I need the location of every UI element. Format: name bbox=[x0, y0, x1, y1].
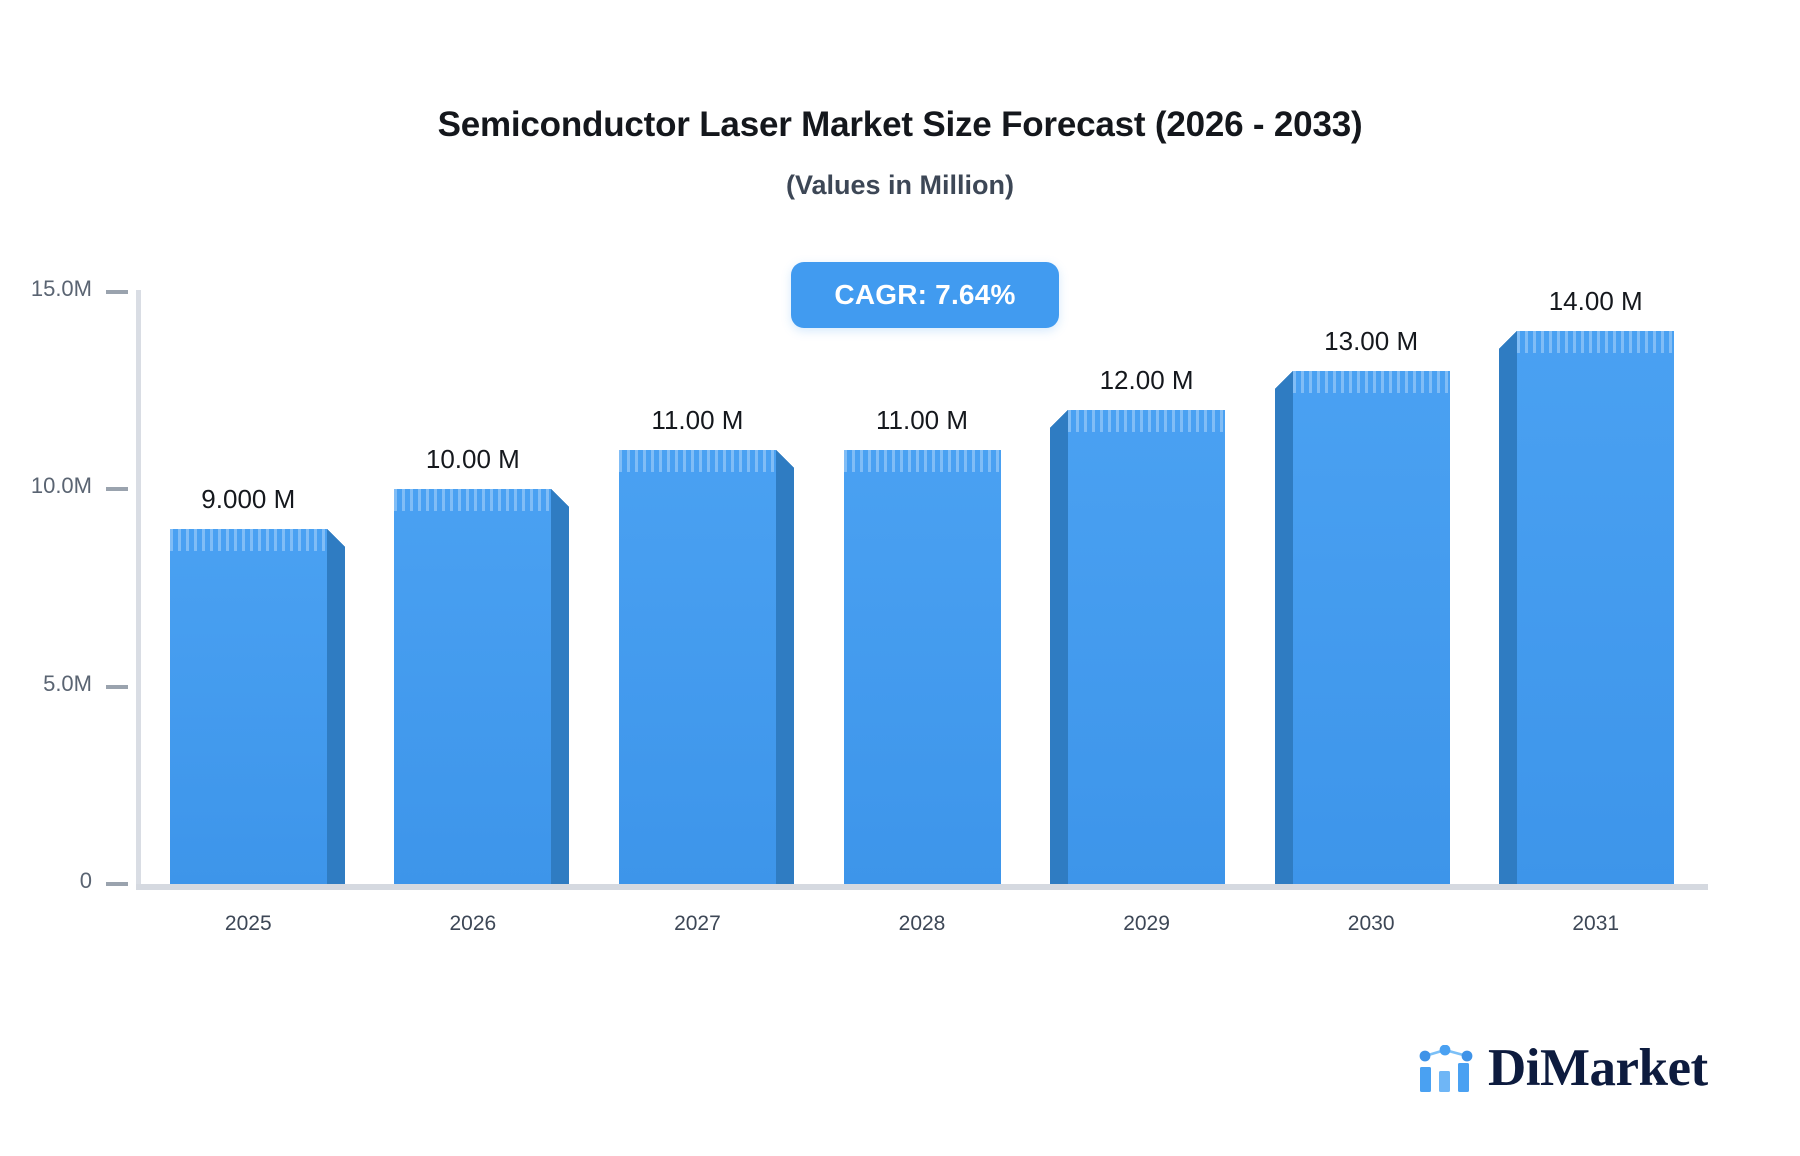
bar[interactable]: 13.00 M bbox=[1274, 326, 1450, 884]
bar-top-chamfer bbox=[326, 528, 345, 547]
x-axis-tick-label: 2027 bbox=[674, 912, 721, 935]
bar-front-face bbox=[394, 489, 552, 884]
x-axis-line bbox=[136, 884, 1708, 890]
x-axis-tick-label: 2028 bbox=[898, 912, 946, 935]
y-axis-tick-label: 15.0M bbox=[30, 276, 92, 301]
bar-front-face bbox=[1292, 370, 1450, 884]
bar[interactable]: 9.000 M bbox=[169, 484, 345, 884]
bar-top-chamfer bbox=[551, 489, 570, 508]
brand-logo: DiMarket bbox=[1418, 1042, 1708, 1095]
bar[interactable]: 10.00 M bbox=[394, 444, 570, 884]
bar-top-chamfer bbox=[1499, 331, 1518, 350]
y-axis-tick-label: 5.0M bbox=[43, 670, 92, 696]
x-axis-tick-label: 2030 bbox=[1347, 912, 1395, 935]
bar-side-face bbox=[1499, 349, 1518, 884]
bar-top-chamfer bbox=[1274, 370, 1293, 389]
y-axis-tick-mark bbox=[106, 290, 128, 294]
bar-value-label: 14.00 M bbox=[1548, 286, 1643, 317]
x-axis-tick-label: 2031 bbox=[1572, 912, 1620, 935]
bar-value-label: 11.00 M bbox=[875, 404, 969, 435]
bar-front-face bbox=[1068, 410, 1226, 884]
brand-name: DiMarket bbox=[1488, 1039, 1708, 1097]
bar-front-face bbox=[169, 528, 327, 884]
plot-area: 9.000 M 10.00 M 11.00 M 11.00 M 12.00 M 13.00… bbox=[136, 286, 1708, 884]
bar-front-face bbox=[618, 449, 776, 884]
bar-side-face bbox=[1274, 388, 1293, 884]
bar-side-face bbox=[775, 467, 794, 884]
x-axis-tick-label: 2029 bbox=[1123, 912, 1170, 935]
bar-value-label: 13.00 M bbox=[1324, 325, 1419, 356]
bar-value-label: 11.00 M bbox=[651, 404, 744, 435]
y-axis-tick-mark bbox=[106, 882, 128, 886]
bar-top-chamfer bbox=[1050, 410, 1069, 429]
cagr-badge-label: CAGR: 7.64% bbox=[834, 279, 1016, 310]
bar-side-face bbox=[1050, 428, 1069, 884]
bar-value-label: 9.000 M bbox=[201, 483, 296, 514]
page-title: Semiconductor Laser Market Size Forecast… bbox=[437, 105, 1363, 144]
bar[interactable]: 11.00 M bbox=[843, 405, 1001, 884]
x-axis-tick-label: 2025 bbox=[224, 912, 272, 935]
chart-subtitle: (Values in Million) bbox=[785, 170, 1015, 200]
bar-front-face bbox=[843, 449, 1001, 884]
bar[interactable]: 11.00 M bbox=[618, 405, 794, 884]
bar-value-label: 10.00 M bbox=[425, 444, 520, 475]
bar-chart-trend-icon bbox=[1419, 1044, 1473, 1092]
y-axis-tick-label: 10.0M bbox=[30, 473, 92, 499]
y-axis-tick-mark bbox=[106, 684, 128, 689]
bar-top-chamfer bbox=[775, 449, 794, 468]
bar[interactable]: 12.00 M bbox=[1050, 365, 1226, 884]
y-axis-tick-mark bbox=[106, 487, 128, 492]
bar-side-face bbox=[326, 546, 345, 884]
bar[interactable]: 14.00 M bbox=[1499, 286, 1675, 884]
bar-side-face bbox=[551, 507, 570, 884]
y-axis-line bbox=[136, 290, 141, 884]
bar-value-label: 12.00 M bbox=[1099, 365, 1194, 396]
x-axis-tick-label: 2026 bbox=[449, 912, 497, 935]
bar-front-face bbox=[1517, 331, 1675, 884]
y-axis-tick-label: 0 bbox=[79, 868, 92, 893]
cagr-badge: CAGR: 7.64% bbox=[791, 262, 1059, 328]
